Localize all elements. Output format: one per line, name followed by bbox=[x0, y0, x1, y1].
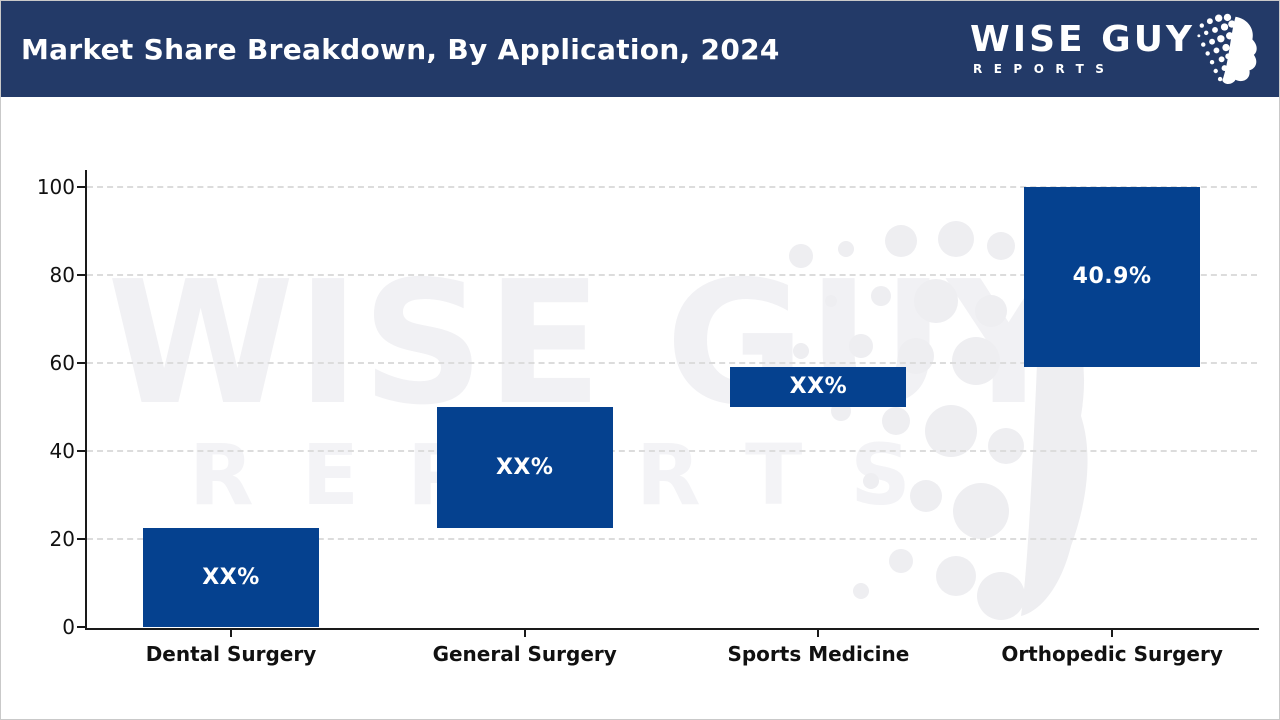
wise-guy-face-icon bbox=[1197, 13, 1257, 85]
logo-subtitle: REPORTS bbox=[972, 62, 1116, 76]
bar-value-label-sports-medicine: XX% bbox=[789, 374, 848, 400]
logo-text: WISE GUY REPORTS bbox=[969, 19, 1195, 77]
bar-orthopedic-surgery: 40.9% bbox=[1024, 187, 1201, 367]
y-axis-tick-label: 100 bbox=[36, 175, 75, 199]
x-axis-tick-mark bbox=[230, 630, 232, 637]
bar-dental-surgery: XX% bbox=[143, 528, 319, 627]
watermark-face-icon bbox=[789, 221, 1088, 620]
header-bar: Market Share Breakdown, By Application, … bbox=[1, 1, 1279, 97]
logo-wordmark: WISE GUY bbox=[969, 19, 1195, 60]
gridline-60 bbox=[87, 362, 1257, 364]
y-axis-tick-mark bbox=[77, 274, 87, 276]
gridline-40 bbox=[87, 450, 1257, 452]
y-axis-tick-label: 80 bbox=[49, 263, 75, 287]
y-axis-line bbox=[85, 170, 87, 630]
y-axis-tick-mark bbox=[77, 450, 87, 452]
x-axis-tick-mark bbox=[1111, 630, 1114, 637]
wise-guy-logo: WISE GUY REPORTS bbox=[970, 11, 1259, 87]
gridline-100 bbox=[87, 186, 1257, 188]
gridline-20 bbox=[87, 538, 1257, 540]
y-axis-tick-label: 60 bbox=[49, 351, 75, 375]
y-axis-tick-mark bbox=[77, 186, 87, 188]
x-axis-category-label-sports-medicine: Sports Medicine bbox=[727, 642, 910, 666]
y-axis-tick-mark bbox=[77, 626, 87, 628]
x-axis-tick-mark bbox=[523, 630, 526, 637]
x-axis-tick-mark bbox=[817, 630, 820, 637]
bar-general-surgery: XX% bbox=[436, 407, 613, 528]
x-axis-line bbox=[85, 628, 1259, 630]
y-axis-tick-mark bbox=[77, 362, 87, 364]
bar-value-label-dental-surgery: XX% bbox=[202, 565, 260, 590]
y-axis-tick-mark bbox=[77, 538, 87, 540]
x-axis-category-label-dental-surgery: Dental Surgery bbox=[145, 642, 317, 666]
x-axis-category-label-orthopedic-surgery: Orthopedic Surgery bbox=[1001, 642, 1223, 666]
gridline-80 bbox=[87, 274, 1257, 276]
y-axis-tick-label: 20 bbox=[49, 527, 75, 551]
chart-title: Market Share Breakdown, By Application, … bbox=[21, 32, 780, 66]
y-axis-tick-label: 40 bbox=[49, 439, 75, 463]
x-axis-category-label-general-surgery: General Surgery bbox=[432, 642, 617, 666]
bar-value-label-orthopedic-surgery: 40.9% bbox=[1072, 264, 1152, 290]
bar-sports-medicine: XX% bbox=[730, 366, 907, 407]
y-axis-tick-label: 0 bbox=[62, 615, 75, 639]
bar-value-label-general-surgery: XX% bbox=[495, 455, 554, 480]
